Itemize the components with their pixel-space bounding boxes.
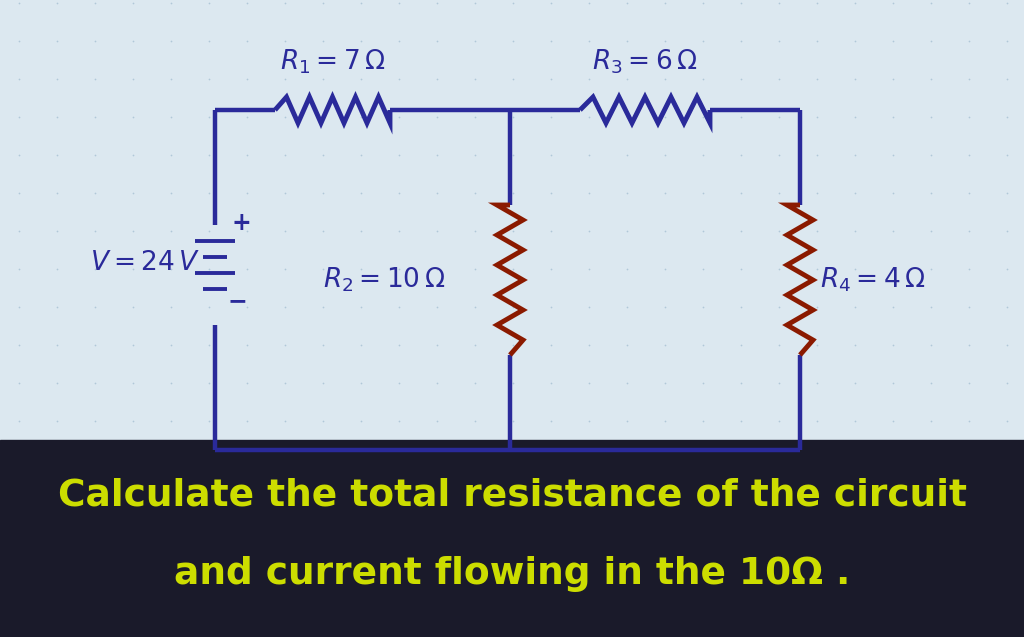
Text: +: + <box>231 211 251 235</box>
Bar <box>0 0 1024 440</box>
Text: −: − <box>227 289 247 313</box>
Text: and current flowing in the 10Ω .: and current flowing in the 10Ω . <box>174 556 850 592</box>
Text: $R_4 = 4\,\Omega$: $R_4 = 4\,\Omega$ <box>820 266 926 294</box>
Text: $R_2 = 10\,\Omega$: $R_2 = 10\,\Omega$ <box>323 266 445 294</box>
Text: Calculate the total resistance of the circuit: Calculate the total resistance of the ci… <box>57 477 967 513</box>
Text: $R_3 = 6\,\Omega$: $R_3 = 6\,\Omega$ <box>592 48 697 76</box>
Bar <box>0 440 1024 637</box>
Text: $R_1 = 7\,\Omega$: $R_1 = 7\,\Omega$ <box>280 48 385 76</box>
Text: $V = 24\,V$: $V = 24\,V$ <box>90 250 200 276</box>
